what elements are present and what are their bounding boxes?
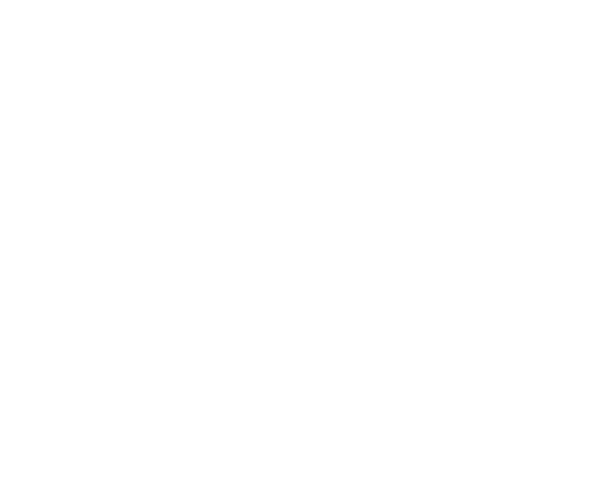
Text: Secondary Swell energy on Thursday 21 Nov at 2am MST: Secondary Swell energy on Thursday 21 No… [101,238,500,252]
